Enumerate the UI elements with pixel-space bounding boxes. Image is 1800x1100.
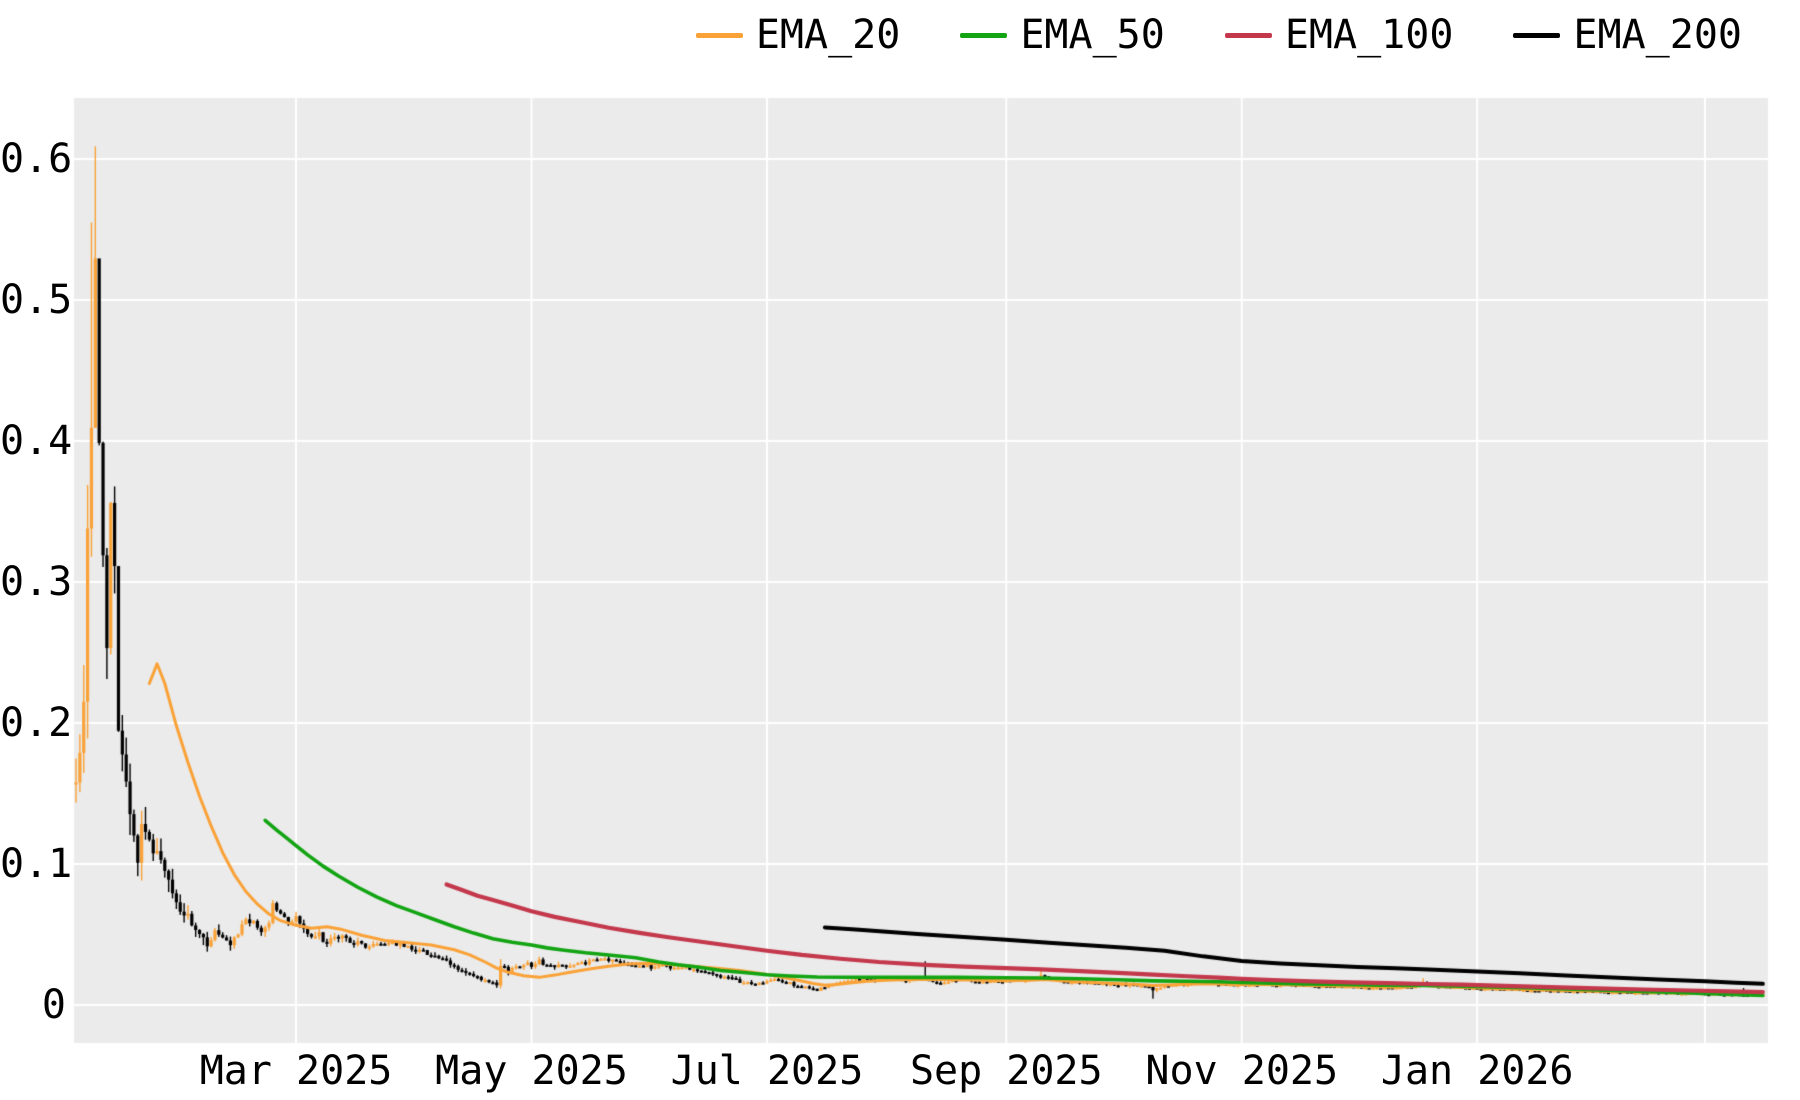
x-tick-label: Jan 2026 <box>1380 1048 1574 1094</box>
y-tick-label: 0.1 <box>0 841 73 887</box>
legend-label-ema50: EMA_50 <box>1020 12 1165 58</box>
legend-line-ema100-icon <box>1224 32 1272 38</box>
legend-line-ema20-icon <box>695 32 743 38</box>
y-tick-label: 0.5 <box>0 277 73 323</box>
x-tick-label: Mar 2025 <box>199 1048 393 1094</box>
legend-line-ema200-icon <box>1513 32 1561 38</box>
legend-item-ema100: EMA_100 <box>1224 12 1454 58</box>
y-tick-label: 0.3 <box>0 559 73 605</box>
legend-item-ema50: EMA_50 <box>960 12 1165 58</box>
legend-item-ema20: EMA_20 <box>695 12 901 58</box>
legend-item-ema200: EMA_200 <box>1513 12 1742 58</box>
x-tick-label: Sep 2025 <box>909 1048 1103 1094</box>
y-tick-label: 0 <box>41 982 66 1028</box>
legend-label-ema100: EMA_100 <box>1284 12 1454 58</box>
x-tick-label: Jul 2025 <box>670 1048 864 1094</box>
y-tick-label: 0.2 <box>0 700 73 746</box>
y-tick-label: 0.6 <box>0 136 73 182</box>
x-tick-label: May 2025 <box>435 1048 628 1094</box>
x-tick-label: Nov 2025 <box>1145 1048 1339 1094</box>
legend-label-ema20: EMA_20 <box>755 12 901 58</box>
chart-legend: EMA_20 EMA_50 EMA_100 EMA_200 <box>695 6 1742 64</box>
y-tick-label: 0.4 <box>0 418 73 464</box>
legend-label-ema200: EMA_200 <box>1573 12 1742 58</box>
legend-line-ema50-icon <box>960 32 1008 38</box>
